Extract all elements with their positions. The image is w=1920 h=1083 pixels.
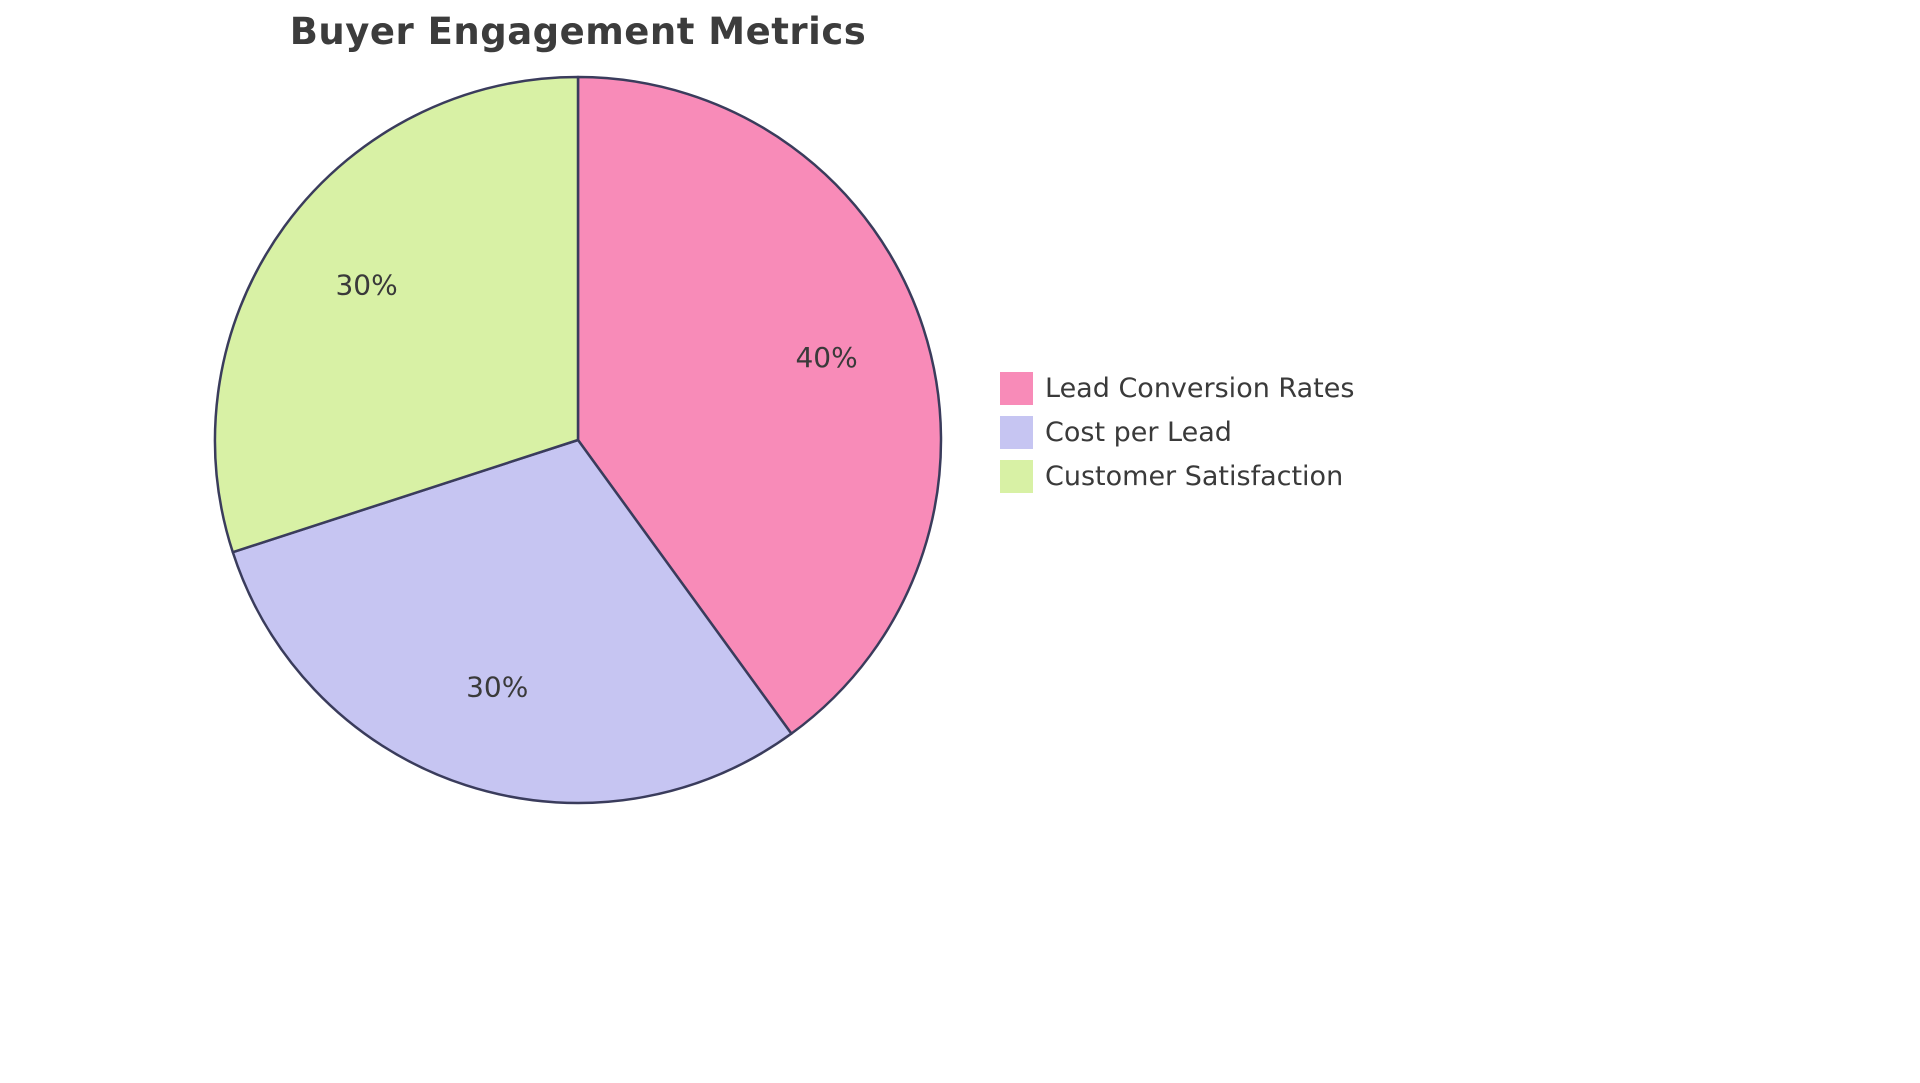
legend-swatch — [1000, 460, 1033, 493]
legend-item-lead-conversion-rates: Lead Conversion Rates — [1000, 372, 1354, 405]
pie-slice-lead-conversion-rates — [576, 75, 943, 735]
chart-title: Buyer Engagement Metrics — [289, 10, 867, 53]
legend-item-customer-satisfaction: Customer Satisfaction — [1000, 460, 1354, 493]
legend-item-cost-per-lead: Cost per Lead — [1000, 416, 1354, 449]
legend-label: Cost per Lead — [1045, 417, 1232, 448]
legend-label: Lead Conversion Rates — [1045, 373, 1355, 404]
pie-slice-customer-satisfaction — [213, 75, 580, 554]
pie-slices-group — [213, 75, 943, 805]
legend: Lead Conversion Rates Cost per Lead Custom… — [1000, 372, 1354, 493]
pie-slice-percent-label: 40% — [795, 341, 857, 374]
pie-slice-cost-per-lead — [231, 438, 793, 805]
pie-slice-percent-label: 30% — [466, 671, 528, 704]
legend-label: Customer Satisfaction — [1045, 461, 1344, 492]
legend-swatch — [1000, 416, 1033, 449]
legend-swatch — [1000, 372, 1033, 405]
pie-labels-group: 40% 30% 30% — [335, 268, 857, 703]
pie-slice-percent-label: 30% — [335, 268, 397, 301]
